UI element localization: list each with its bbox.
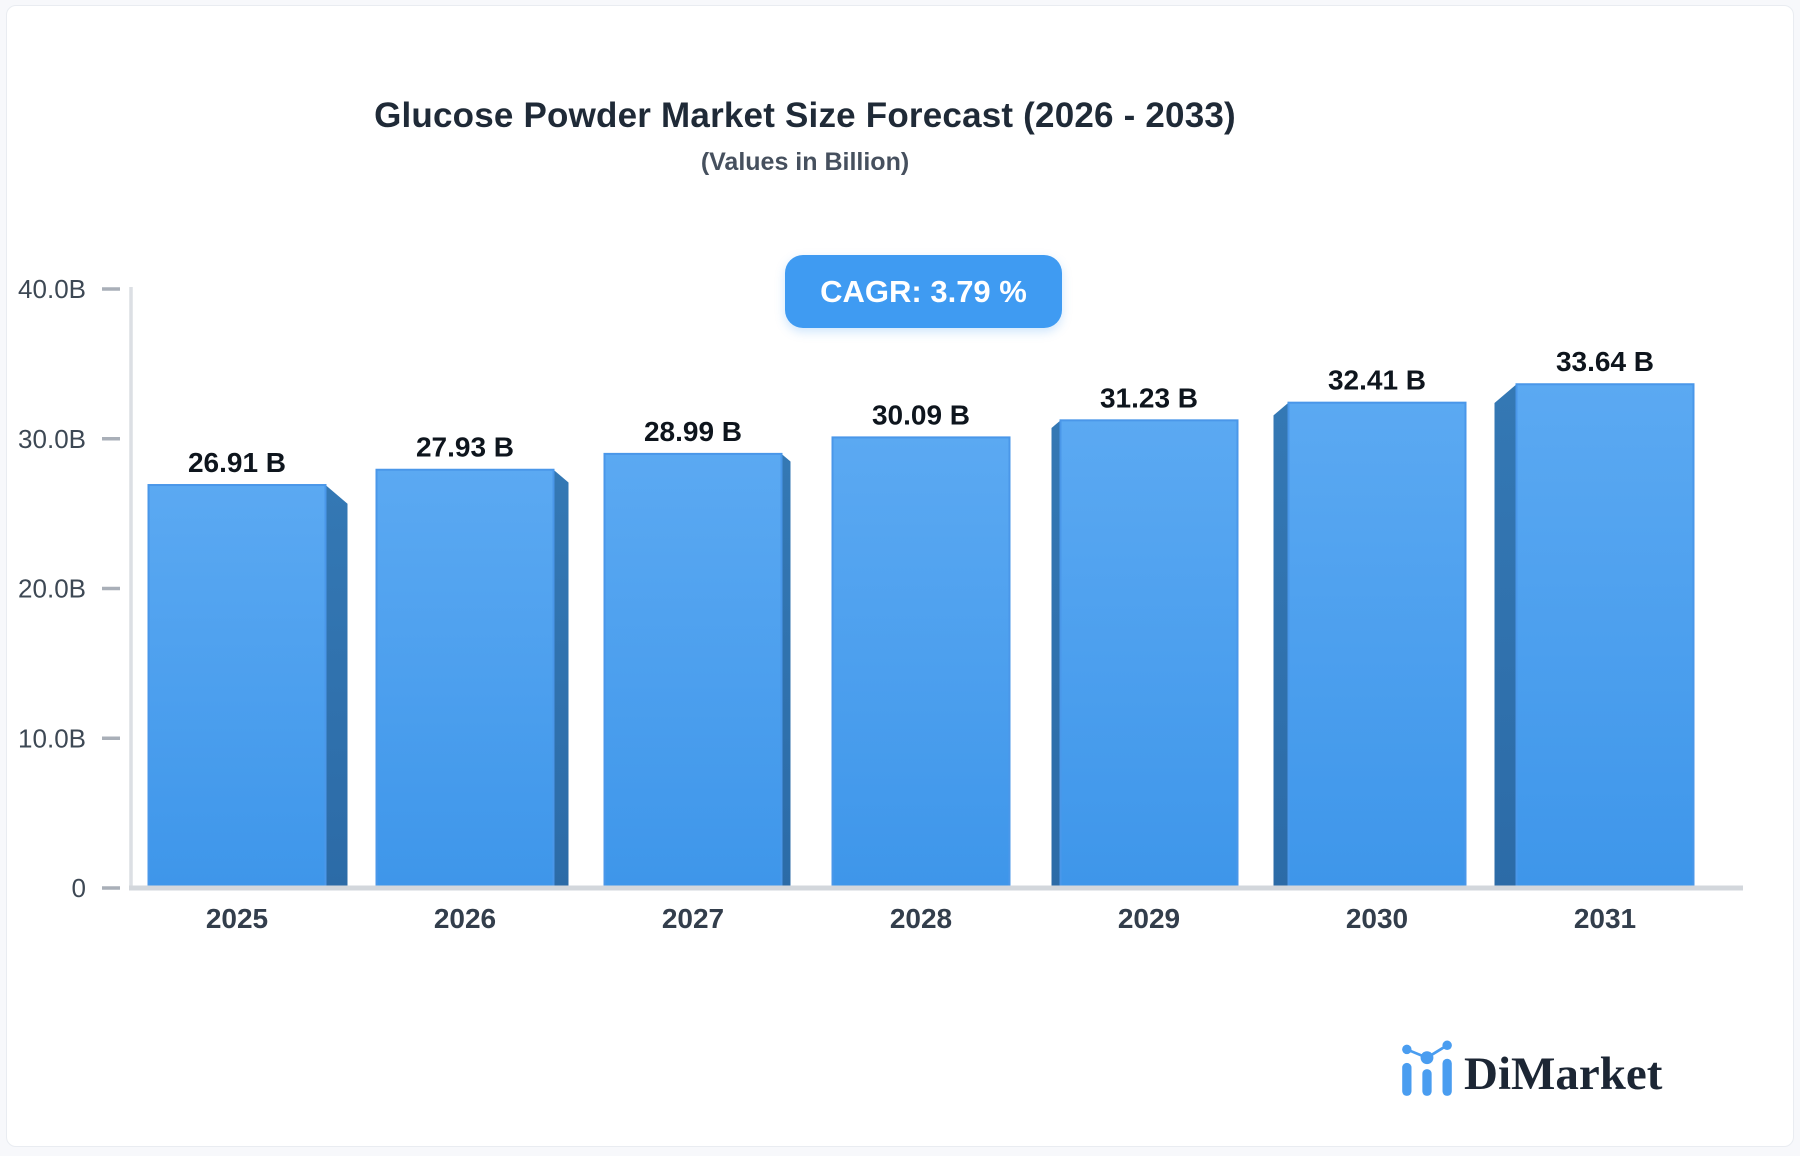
bar-2029	[1059, 419, 1239, 889]
bar-value-label: 30.09 B	[872, 399, 970, 430]
x-tick-label: 2030	[1346, 903, 1408, 934]
mini-bar-line-chart-icon	[1402, 1040, 1452, 1096]
dimarket-logo: DiMarket	[1400, 1036, 1662, 1098]
bar-value-label: 31.23 B	[1100, 382, 1198, 413]
cagr-badge: CAGR: 3.79 %	[785, 255, 1062, 328]
bar-side-3d	[1494, 384, 1517, 888]
bar-side-3d	[1051, 420, 1061, 888]
bar-value-label: 26.91 B	[188, 447, 286, 478]
bar-2027	[603, 452, 783, 889]
x-tick-label: 2031	[1574, 903, 1636, 934]
bar-value-label: 33.64 B	[1556, 346, 1654, 377]
bar-value-label: 27.93 B	[416, 432, 514, 463]
y-tick-label: 0	[72, 873, 86, 903]
bar-side-3d	[1273, 402, 1289, 888]
chart-title: Glucose Powder Market Size Forecast (202…	[374, 96, 1236, 135]
chart-subtitle: (Values in Billion)	[700, 148, 910, 176]
bar-side-3d	[553, 469, 569, 888]
bar-side-3d	[781, 453, 791, 888]
bar-2025	[147, 484, 327, 889]
bar-value-label: 28.99 B	[644, 416, 742, 447]
x-tick-label: 2026	[434, 903, 496, 934]
bar-2031	[1515, 383, 1695, 889]
bar-side-3d	[325, 485, 348, 888]
y-tick-label: 20.0B	[18, 574, 86, 604]
bar-value-label: 32.41 B	[1328, 365, 1426, 396]
y-tick-label: 40.0B	[18, 274, 86, 304]
bar-2028	[831, 436, 1011, 889]
y-tick-label: 30.0B	[18, 424, 86, 454]
dimarket-logo-text: DiMarket	[1464, 1048, 1663, 1100]
x-tick-label: 2025	[206, 903, 268, 934]
y-tick-label: 10.0B	[18, 723, 86, 753]
cagr-badge-label: CAGR: 3.79 %	[820, 273, 1027, 309]
bar-2030	[1287, 401, 1467, 889]
x-tick-label: 2028	[890, 903, 952, 934]
x-tick-label: 2029	[1118, 903, 1180, 934]
x-tick-label: 2027	[662, 903, 724, 934]
bar-2026	[375, 468, 555, 889]
